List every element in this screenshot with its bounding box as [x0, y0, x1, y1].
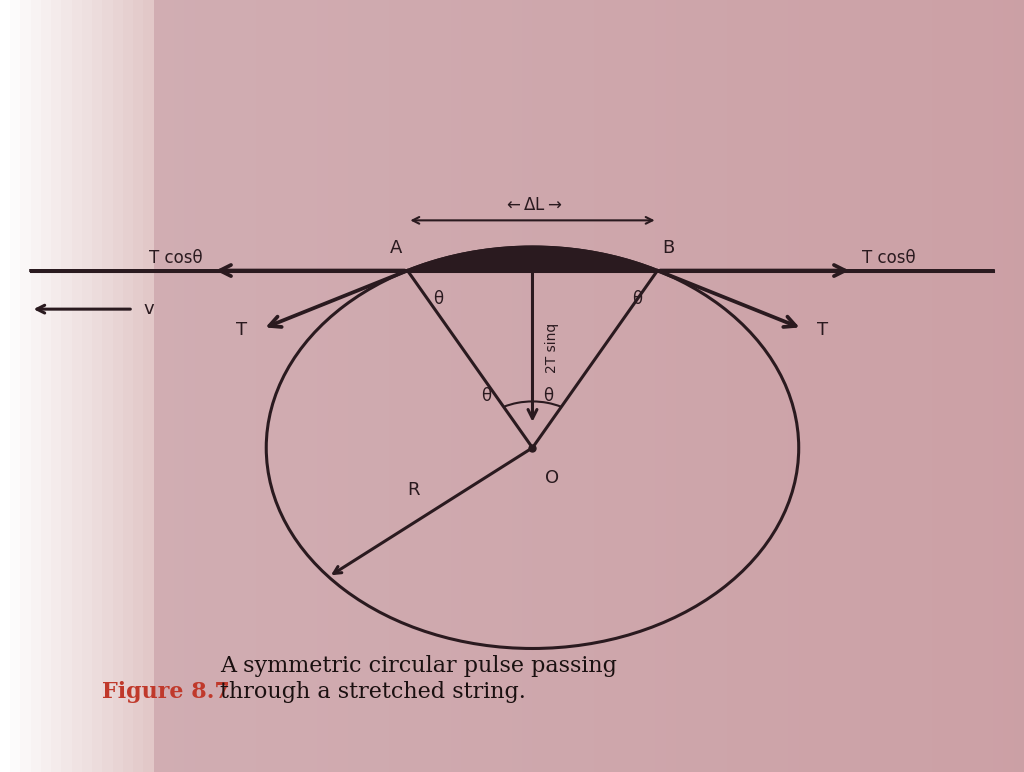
Text: $\leftarrow \Delta$L$\rightarrow$: $\leftarrow \Delta$L$\rightarrow$ [503, 196, 562, 214]
Text: T cosθ: T cosθ [150, 249, 203, 266]
Text: T: T [817, 321, 828, 339]
Text: R: R [408, 482, 420, 499]
Text: θ: θ [433, 290, 443, 308]
Text: θ: θ [632, 290, 642, 308]
Text: Figure 8.7: Figure 8.7 [102, 681, 230, 703]
Text: 2T sinq: 2T sinq [545, 322, 559, 373]
Text: θ: θ [481, 388, 492, 405]
Text: v: v [143, 300, 154, 318]
Text: T: T [237, 321, 248, 339]
Text: A symmetric circular pulse passing
through a stretched string.: A symmetric circular pulse passing throu… [220, 655, 617, 703]
Text: A: A [390, 239, 402, 256]
Text: B: B [663, 239, 675, 256]
Text: T cosθ: T cosθ [862, 249, 915, 266]
Text: O: O [545, 469, 559, 487]
Text: θ: θ [543, 388, 553, 405]
